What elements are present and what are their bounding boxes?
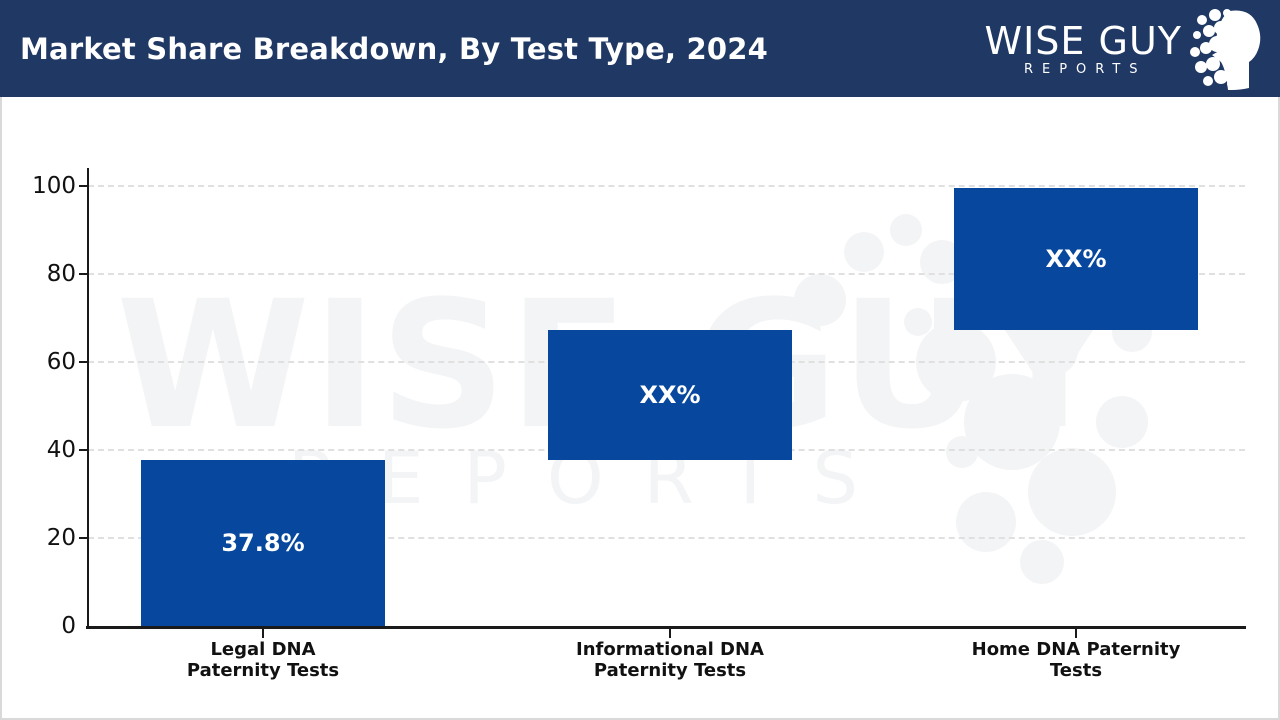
y-tick-mark-80: [79, 273, 88, 275]
page-border-bottom: [0, 718, 1280, 720]
y-tick-mark-20: [79, 537, 88, 539]
x-axis-line: [86, 626, 1246, 629]
wiseguy-logo-text: WISE GUY REPORTS: [985, 22, 1182, 76]
bar-segment-3[interactable]: XX%: [954, 187, 1198, 330]
page-border-right: [1278, 97, 1280, 720]
x-category-label-1[interactable]: Legal DNA Paternity Tests: [186, 639, 340, 681]
x-category-label-3[interactable]: Home DNA Paternity Tests: [971, 639, 1181, 681]
y-tick-label-0: 0: [61, 613, 76, 639]
y-tick-mark-40: [79, 449, 88, 451]
wiseguy-face-icon: [1190, 8, 1261, 90]
y-tick-mark-100: [79, 185, 88, 187]
header-bar: Market Share Breakdown, By Test Type, 20…: [0, 0, 1280, 97]
gridline-100: [88, 185, 1245, 187]
logo-subtitle: REPORTS: [1023, 61, 1147, 77]
bar-value-label-2: XX%: [639, 380, 701, 409]
gridline-80: [88, 273, 1245, 275]
bar-segment-1[interactable]: 37.8%: [141, 459, 385, 626]
bar-value-label-1: 37.8%: [221, 528, 305, 557]
logo-wordmark: WISE GUY: [984, 18, 1182, 63]
y-tick-mark-60: [79, 361, 88, 363]
wiseguy-logo: WISE GUY REPORTS: [985, 8, 1264, 90]
y-tick-label-100: 100: [32, 173, 76, 199]
y-tick-label-80: 80: [46, 261, 76, 287]
x-tick-mark-1: [262, 629, 264, 638]
page-border-left: [0, 97, 2, 720]
bar-segment-2[interactable]: XX%: [548, 329, 792, 460]
x-category-label-2[interactable]: Informational DNA Paternity Tests: [576, 639, 764, 681]
page-title: Market Share Breakdown, By Test Type, 20…: [20, 31, 769, 66]
x-tick-mark-3: [1075, 629, 1077, 638]
y-tick-label-60: 60: [46, 349, 76, 375]
y-tick-label-20: 20: [46, 525, 76, 551]
gridline-20: [88, 537, 1245, 539]
y-tick-label-40: 40: [46, 437, 76, 463]
y-axis-line: [87, 168, 89, 628]
x-tick-mark-2: [669, 629, 671, 638]
bar-value-label-3: XX%: [1045, 244, 1107, 273]
